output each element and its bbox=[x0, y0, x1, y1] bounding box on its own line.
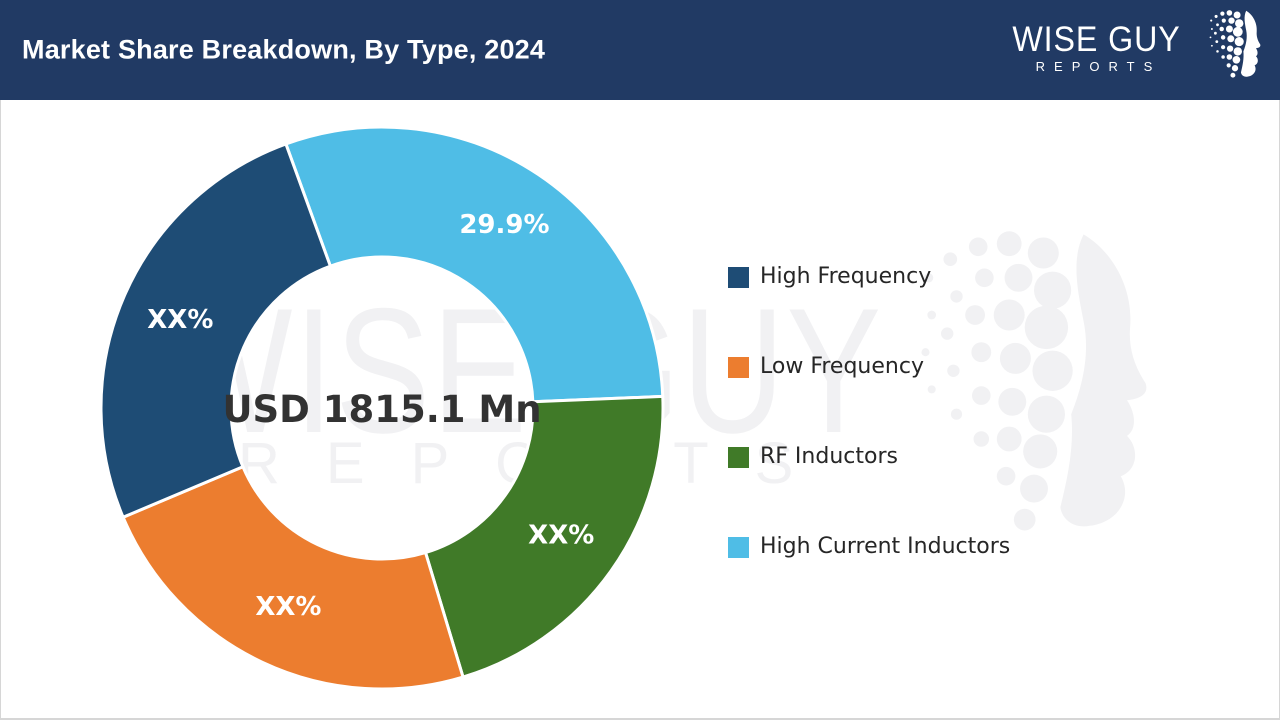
chart-legend: High Frequency Low Frequency RF Inductors H… bbox=[728, 266, 1010, 626]
donut-slice-high-current-inductors bbox=[284, 125, 665, 404]
legend-label: High Current Inductors bbox=[760, 534, 1011, 559]
legend-label: Low Frequency bbox=[760, 354, 924, 379]
legend-label: RF Inductors bbox=[760, 444, 898, 469]
donut-slice-high-frequency bbox=[99, 142, 332, 519]
donut-slice-rf-inductors bbox=[424, 394, 665, 679]
legend-label: High Frequency bbox=[760, 264, 932, 289]
brand-name: WISE GUY bbox=[1012, 19, 1181, 59]
watermark-head-icon bbox=[921, 231, 1147, 531]
donut-slice-low-frequency bbox=[121, 465, 465, 691]
brand-subtitle: REPORTS bbox=[1035, 59, 1162, 75]
legend-item-high-frequency: High Frequency bbox=[728, 266, 1010, 288]
slice-label-high-frequency: XX% bbox=[147, 305, 213, 335]
legend-swatch bbox=[728, 356, 749, 378]
legend-item-low-frequency: Low Frequency bbox=[728, 356, 1010, 378]
header-bar: Market Share Breakdown, By Type, 2024 WI… bbox=[0, 0, 1280, 100]
brand-head-icon bbox=[1209, 10, 1261, 78]
legend-swatch bbox=[728, 446, 749, 468]
slice-label-rf-inductors: XX% bbox=[528, 521, 594, 551]
chart-center-value: USD 1815.1 Mn bbox=[222, 388, 542, 431]
slice-label-low-frequency: XX% bbox=[255, 592, 321, 622]
brand-logo: WISE GUY REPORTS bbox=[1005, 6, 1264, 94]
legend-item-high-current-inductors: High Current Inductors bbox=[728, 536, 1010, 558]
slice-label-high-current-inductors: 29.9% bbox=[459, 210, 549, 240]
legend-item-rf-inductors: RF Inductors bbox=[728, 446, 1010, 468]
legend-swatch bbox=[728, 266, 749, 288]
donut-chart: 29.9% XX% XX% XX% bbox=[99, 125, 665, 691]
legend-swatch bbox=[728, 536, 749, 558]
page-title: Market Share Breakdown, By Type, 2024 bbox=[22, 34, 546, 65]
